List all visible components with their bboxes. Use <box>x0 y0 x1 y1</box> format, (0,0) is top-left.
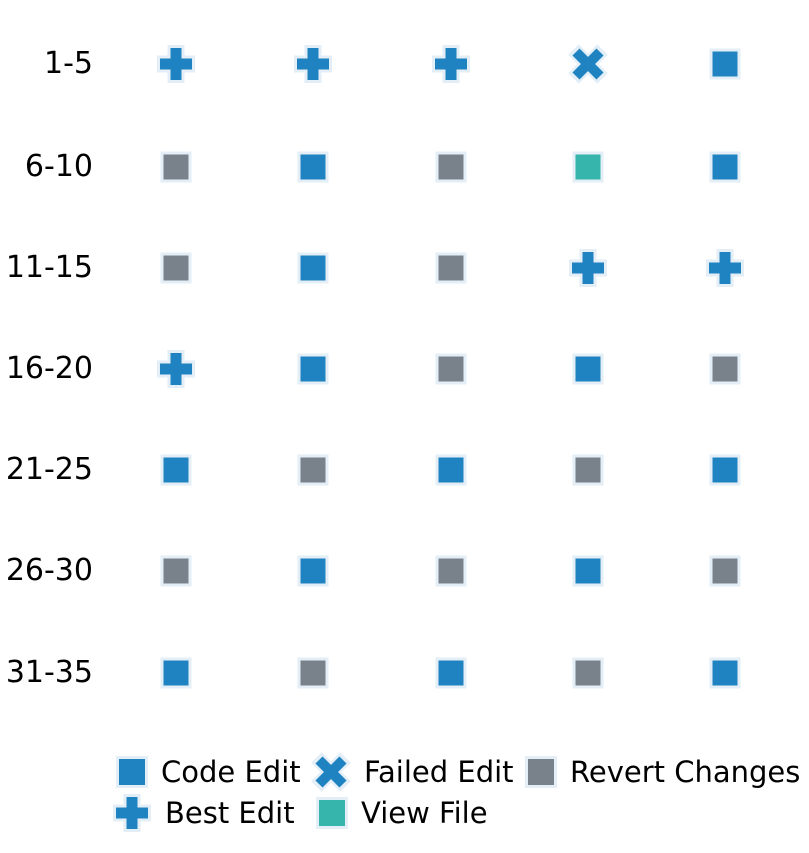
square-marker-revert <box>160 555 192 587</box>
square-marker-code <box>435 657 467 689</box>
square-marker-code <box>572 555 604 587</box>
square-icon <box>525 756 557 788</box>
row-label-26-30: 26-30 <box>5 552 93 588</box>
square-icon <box>116 756 148 788</box>
square-marker-code <box>709 657 741 689</box>
square-marker-code <box>572 353 604 385</box>
square-marker-code <box>435 454 467 486</box>
square-marker-view <box>572 151 604 183</box>
legend-label-best: Best Edit <box>165 796 295 830</box>
plus-marker-best <box>568 248 608 288</box>
plus-icon <box>112 793 152 833</box>
square-marker-revert <box>435 252 467 284</box>
square-marker-revert <box>709 555 741 587</box>
square-marker-revert <box>709 353 741 385</box>
square-marker-code <box>160 657 192 689</box>
legend-item-failed: Failed Edit <box>311 752 514 792</box>
x-icon <box>311 752 351 792</box>
legend-label-failed: Failed Edit <box>364 755 514 789</box>
square-marker-revert <box>435 353 467 385</box>
legend-item-code: Code Edit <box>116 755 301 789</box>
legend-item-view: View File <box>316 796 488 830</box>
legend-item-revert: Revert Changes <box>525 755 800 789</box>
square-marker-code <box>297 252 329 284</box>
row-label-1-5: 1-5 <box>44 45 93 81</box>
square-marker-code <box>297 555 329 587</box>
legend-label-code: Code Edit <box>161 755 301 789</box>
plus-marker-best <box>156 349 196 389</box>
legend-label-view: View File <box>361 796 488 830</box>
square-marker-revert <box>572 454 604 486</box>
square-marker-revert <box>435 151 467 183</box>
plus-marker-best <box>705 248 745 288</box>
plus-marker-best <box>431 44 471 84</box>
square-marker-revert <box>160 151 192 183</box>
square-marker-revert <box>297 454 329 486</box>
plus-marker-best <box>156 44 196 84</box>
square-marker-code <box>709 151 741 183</box>
row-label-6-10: 6-10 <box>24 148 93 184</box>
row-label-16-20: 16-20 <box>5 350 93 386</box>
square-marker-code <box>709 48 741 80</box>
square-marker-revert <box>297 657 329 689</box>
plus-marker-best <box>293 44 333 84</box>
row-label-31-35: 31-35 <box>5 654 93 690</box>
square-marker-code <box>297 353 329 385</box>
x-marker-failed <box>568 44 608 84</box>
square-marker-revert <box>160 252 192 284</box>
row-label-21-25: 21-25 <box>5 451 93 487</box>
square-marker-code <box>709 454 741 486</box>
legend-label-revert: Revert Changes <box>570 755 801 789</box>
row-label-11-15: 11-15 <box>5 249 93 285</box>
square-marker-revert <box>435 555 467 587</box>
square-marker-revert <box>572 657 604 689</box>
square-marker-code <box>160 454 192 486</box>
legend-item-best: Best Edit <box>112 793 295 833</box>
square-marker-code <box>297 151 329 183</box>
square-icon <box>316 797 348 829</box>
